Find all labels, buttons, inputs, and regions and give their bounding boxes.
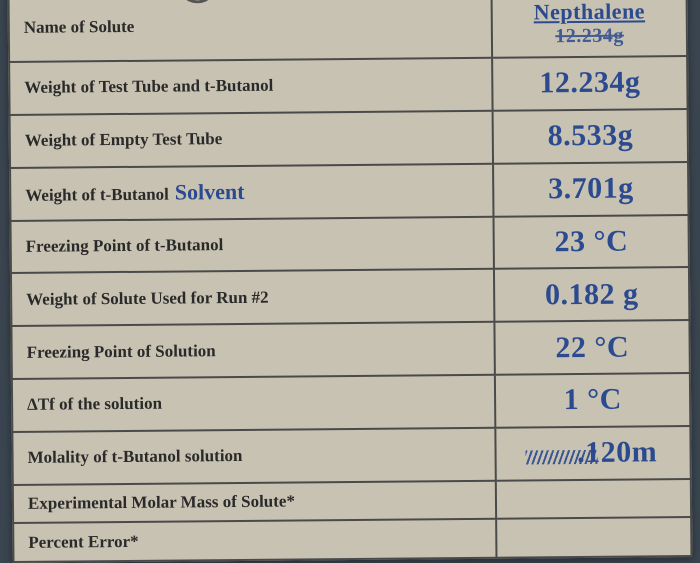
row-value: .120m <box>496 426 691 481</box>
label-text: ΔTf of the solution <box>27 394 162 414</box>
row-label: Weight of Solute Used for Run #2 <box>11 269 495 326</box>
table-row: Name of Solute Nepthalene12.234g <box>9 0 688 62</box>
row-label: Experimental Molar Mass of Solute* <box>13 480 497 523</box>
table-row: Weight of Test Tube and t-Butanol 12.234g <box>9 56 687 115</box>
row-label: Weight of t-Butanol Solvent <box>10 163 494 220</box>
table-row: Weight of Solute Used for Run #2 0.182 g <box>11 267 689 326</box>
row-label: Percent Error* <box>13 519 497 562</box>
worksheet-sheet: Name of SoluteNepthalene12.234gWeight of… <box>8 0 693 563</box>
value-text: 8.533g <box>548 119 634 153</box>
row-value: 12.234g <box>492 56 687 111</box>
row-label: Name of Solute <box>9 0 493 62</box>
label-text: Percent Error* <box>28 532 138 552</box>
row-label: Freezing Point of t-Butanol <box>11 216 495 273</box>
label-text: Name of Solute <box>24 17 135 37</box>
row-value: 1 °C <box>495 373 690 428</box>
row-value: 0.182 g <box>494 267 689 322</box>
table-row: Weight of t-Butanol Solvent 3.701g <box>10 162 688 221</box>
table-row: Weight of Empty Test Tube 8.533g <box>10 109 688 168</box>
value-hand: Nepthalene <box>507 0 672 25</box>
label-text: Freezing Point of t-Butanol <box>26 235 224 256</box>
value-hand: .120m <box>529 436 657 470</box>
table-row: Molality of t-Butanol solution .120m <box>12 426 690 485</box>
row-value: 22 °C <box>495 320 690 375</box>
row-value: 3.701g <box>493 162 688 217</box>
value-hand: 8.533g <box>548 119 634 153</box>
value-struck-note: 12.234g <box>507 24 672 48</box>
scribble-mark <box>529 436 577 470</box>
label-text: Weight of Test Tube and t-Butanol <box>24 76 273 97</box>
data-table: Name of SoluteNepthalene12.234gWeight of… <box>8 0 693 563</box>
table-row: Freezing Point of Solution 22 °C <box>11 320 689 379</box>
row-label: Molality of t-Butanol solution <box>12 428 496 485</box>
value-hand: 3.701g <box>548 172 634 206</box>
row-value: Nepthalene12.234g <box>492 0 687 58</box>
label-text: Freezing Point of Solution <box>27 341 216 362</box>
label-text: Weight of t-Butanol <box>25 185 169 205</box>
value-hand: 22 °C <box>555 330 629 364</box>
value-text: 3.701g <box>548 172 634 206</box>
value-text: 12.234g <box>539 66 640 100</box>
label-text: Molality of t-Butanol solution <box>27 446 242 467</box>
row-label: ΔTf of the solution <box>12 375 496 432</box>
table-body: Name of SoluteNepthalene12.234gWeight of… <box>9 0 692 562</box>
value-text: 0.182 g <box>545 277 639 311</box>
value-text: 1 °C <box>564 383 622 417</box>
value-hand: 1 °C <box>564 383 622 417</box>
table-row: Experimental Molar Mass of Solute* <box>13 479 691 524</box>
row-value <box>496 517 691 557</box>
value-hand: 23 °C <box>554 225 628 259</box>
label-handwritten-suffix: Solvent <box>175 179 245 205</box>
label-text: Weight of Empty Test Tube <box>25 129 223 150</box>
label-text: Experimental Molar Mass of Solute* <box>28 491 295 512</box>
row-label: Weight of Test Tube and t-Butanol <box>9 58 493 115</box>
row-label: Weight of Empty Test Tube <box>10 111 494 168</box>
row-value <box>496 479 691 519</box>
table-row: ΔTf of the solution 1 °C <box>12 373 690 432</box>
row-value: 8.533g <box>493 109 688 164</box>
value-text: 23 °C <box>554 225 628 259</box>
value-hand: 12.234g <box>539 66 640 100</box>
table-row: Freezing Point of t-Butanol 23 °C <box>11 215 689 274</box>
row-label: Freezing Point of Solution <box>11 322 495 379</box>
label-text: Weight of Solute Used for Run #2 <box>26 288 269 309</box>
row-value: 23 °C <box>494 215 689 270</box>
value-hand: 0.182 g <box>545 277 639 311</box>
value-text: 22 °C <box>555 330 629 364</box>
table-row: Percent Error* <box>13 517 691 562</box>
